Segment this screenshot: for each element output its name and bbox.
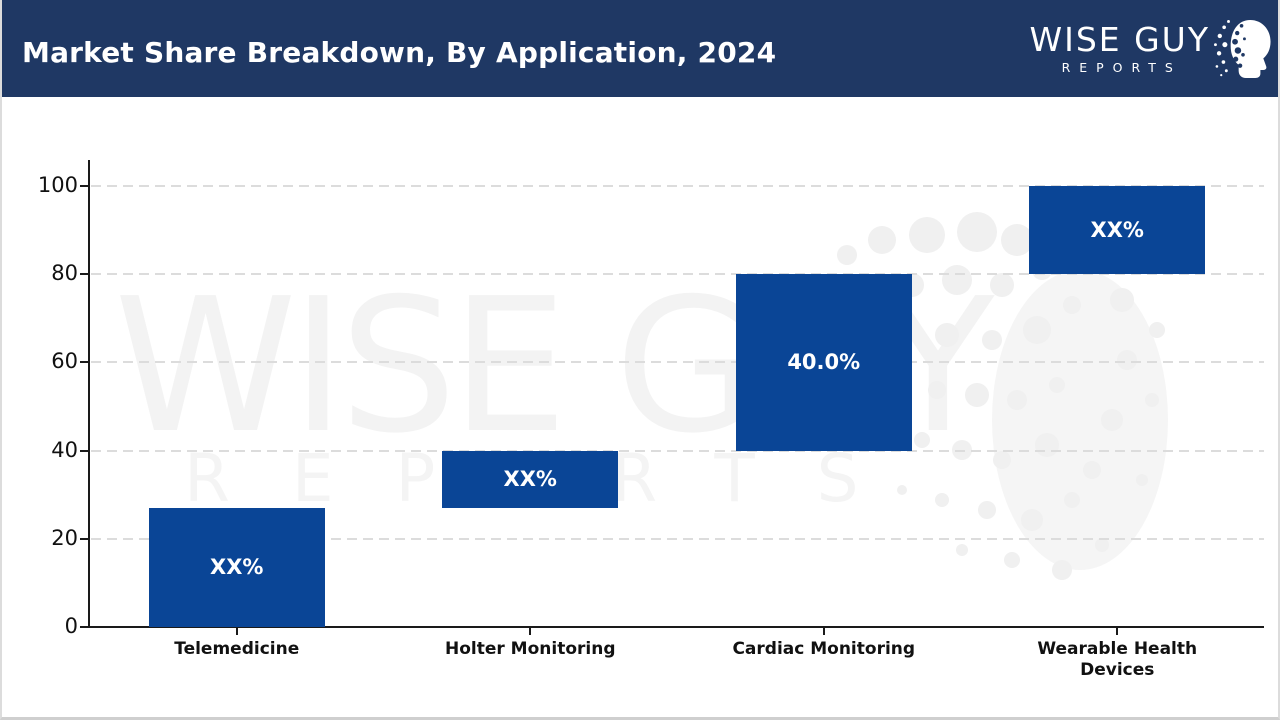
bar-wearable-health-devices: XX% (1029, 186, 1206, 275)
y-tick-20 (80, 537, 88, 540)
bar-holter-monitoring: XX% (442, 450, 619, 508)
gridline-y-40 (91, 449, 1264, 452)
x-tick-1 (529, 628, 532, 635)
x-tick-0 (235, 628, 238, 635)
header-bar: Market Share Breakdown, By Application, … (2, 0, 1278, 97)
x-tick-3 (1116, 628, 1119, 635)
gridline-y-20 (91, 537, 1264, 540)
logo-text: WISE GUY REPORTS (1029, 23, 1210, 75)
y-axis-spine (88, 160, 90, 628)
bar-value-label: XX% (1090, 218, 1144, 243)
y-tick-label-100: 100 (37, 173, 78, 197)
y-tick-0 (80, 626, 88, 628)
y-tick-label-0: 0 (64, 614, 78, 638)
logo-sub-wordmark: REPORTS (1061, 59, 1182, 75)
bar-value-label: XX% (210, 555, 264, 580)
category-label-0: Telemedicine (174, 639, 300, 659)
category-label-1: Holter Monitoring (444, 639, 616, 659)
y-tick-80 (80, 273, 88, 276)
y-tick-40 (80, 449, 88, 452)
y-tick-label-20: 20 (51, 525, 78, 550)
chart-title: Market Share Breakdown, By Application, … (22, 36, 777, 69)
y-tick-label-40: 40 (51, 437, 78, 462)
x-axis-spine (88, 626, 1264, 628)
bar-cardiac-monitoring: 40.0% (735, 274, 912, 451)
bar-value-label: XX% (503, 467, 557, 492)
category-label-2: Cardiac Monitoring (732, 639, 916, 659)
gridline-y-60 (91, 361, 1264, 364)
bar-telemedicine: XX% (148, 507, 325, 627)
y-tick-100 (80, 185, 88, 187)
gridline-y-100 (91, 185, 1264, 187)
x-tick-2 (822, 628, 825, 635)
logo-wordmark: WISE GUY (1029, 20, 1210, 60)
y-tick-label-80: 80 (51, 261, 78, 286)
gridline-y-80 (91, 273, 1264, 276)
wise-guy-reports-logo: WISE GUY REPORTS (1029, 8, 1272, 90)
category-label-3: Wearable Health Devices (1037, 639, 1198, 681)
bar-value-label: 40.0% (787, 350, 861, 375)
y-tick-60 (80, 361, 88, 364)
y-tick-label-60: 60 (51, 349, 78, 374)
logo-head-icon (1214, 20, 1271, 78)
